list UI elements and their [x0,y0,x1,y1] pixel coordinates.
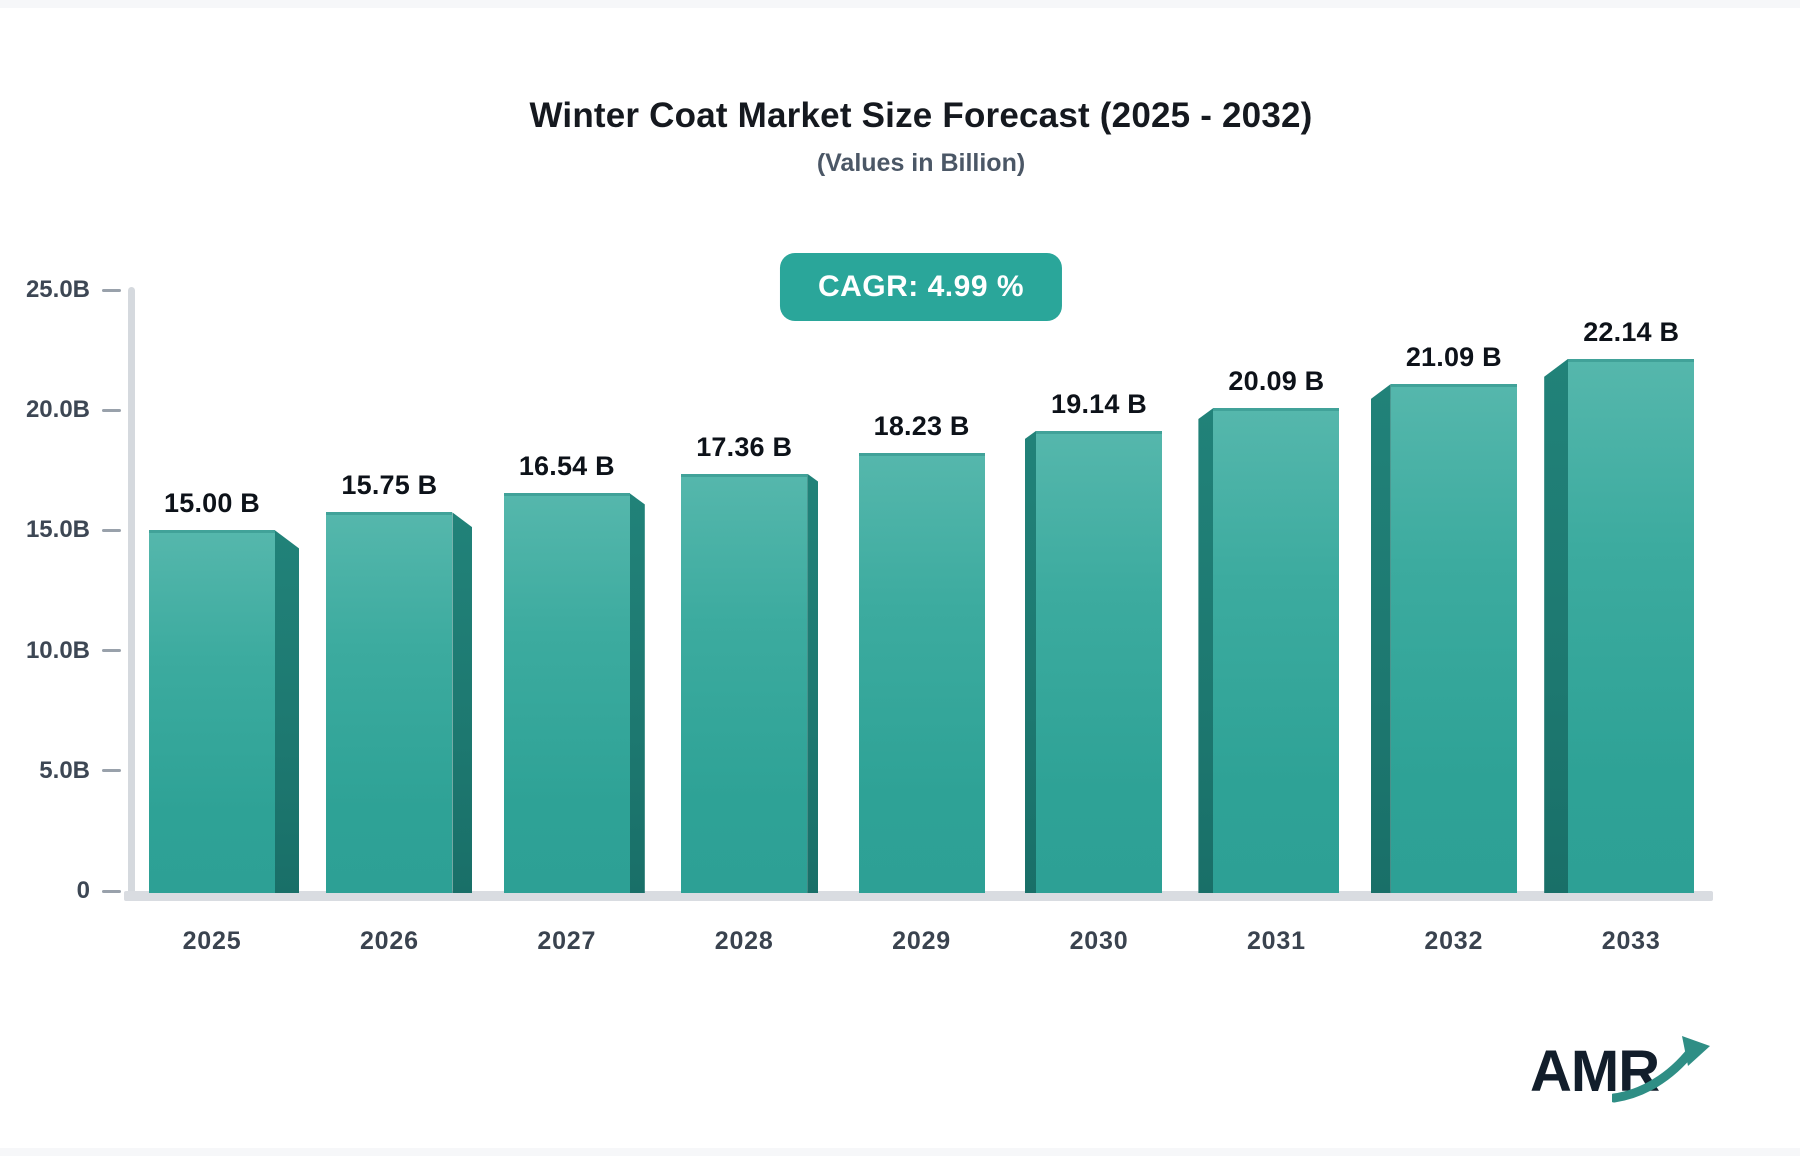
y-tick-label: 25.0B [25,276,90,303]
bar-value-label: 21.09 B [1405,341,1502,372]
y-tick-label: 5.0B [39,756,90,784]
bar-side [629,493,645,893]
amr-logo: AMR [1530,1030,1730,1116]
bar-value-label: 20.09 B [1228,366,1325,397]
bar-face [1568,358,1695,893]
bar-value-label: 22.14 B [1583,316,1680,347]
y-tick-label: 10.0B [25,636,90,664]
y-tick-dash [102,528,121,532]
y-tick-dash [102,649,121,653]
x-tick-label: 2032 [1424,927,1484,955]
y-tick-dash [102,408,121,412]
bar-value-label: 15.75 B [341,470,438,501]
bar-side [1544,358,1569,893]
growth-arrow-icon [1612,1036,1710,1103]
x-tick-label: 2026 [359,927,419,955]
bar-face [1213,408,1340,893]
x-tick-label: 2027 [537,927,597,955]
x-tick-label: 2031 [1246,927,1306,955]
y-tick-label: 15.0B [25,516,90,544]
chart-subtitle: (Values in Billion) [816,149,1026,177]
y-tick-label: 20.0B [25,396,90,424]
bar-face [1390,383,1517,893]
bar-value-label: 19.14 B [1051,388,1147,419]
bar-side [452,512,473,893]
bar-face [503,493,630,893]
y-tick-label: 0 [76,877,90,904]
x-axis-line [124,891,1713,901]
bottom-border-strip [0,1148,1800,1156]
bar-value-label: 18.23 B [873,410,970,441]
bar-side [275,530,299,893]
x-tick-label: 2033 [1601,927,1661,955]
bar-face [681,473,808,893]
x-tick-label: 2030 [1069,927,1129,955]
y-tick-dash [102,889,121,893]
x-tick-label: 2029 [892,927,951,955]
bar-side [1198,408,1214,893]
x-tick-label: 2025 [182,927,242,955]
bar-side [1025,430,1036,893]
x-tick-label: 2028 [714,927,774,955]
bar-value-label: 16.54 B [518,451,615,482]
chart-title: Winter Coat Market Size Forecast (2025 -… [529,96,1313,135]
bar-side [807,473,819,893]
bar-value-label: 17.36 B [696,431,793,462]
top-border-strip [0,0,1800,8]
y-tick-dash [102,288,121,292]
bar-face [1036,430,1162,893]
bar-side [1370,383,1391,893]
bar-face [858,452,985,893]
cagr-badge: CAGR: 4.99 % [779,253,1063,321]
y-tick-dash [102,769,121,773]
y-axis-line [128,287,135,899]
bar-value-label: 15.00 B [164,488,260,519]
bar-face [326,512,453,893]
bar-face [149,530,275,893]
